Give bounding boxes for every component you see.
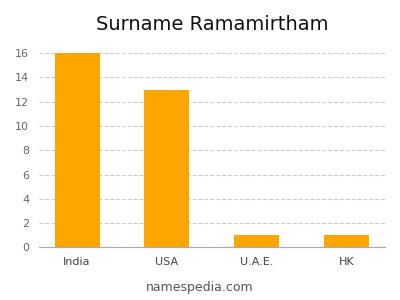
Bar [144, 90, 190, 247]
Bar [54, 53, 100, 247]
Text: namespedia.com: namespedia.com [146, 281, 254, 294]
Title: Surname Ramamirtham: Surname Ramamirtham [96, 15, 328, 34]
Bar [234, 235, 279, 247]
Bar [324, 235, 369, 247]
